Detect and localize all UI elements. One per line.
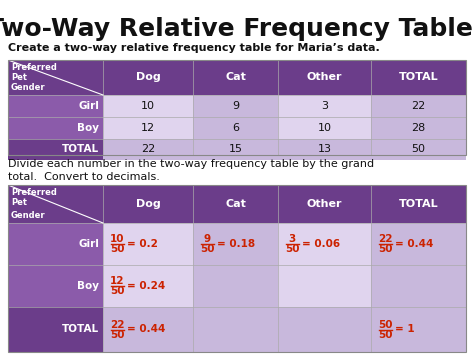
Text: Divide each number in the two-way frequency table by the grand: Divide each number in the two-way freque… — [8, 159, 374, 169]
Text: Dog: Dog — [136, 199, 160, 209]
Bar — [8, 185, 466, 223]
Text: 50: 50 — [378, 245, 392, 255]
Bar — [371, 265, 466, 307]
Text: Cat: Cat — [225, 72, 246, 82]
Bar — [193, 117, 278, 139]
Text: = 0.2: = 0.2 — [127, 239, 158, 249]
Bar — [8, 139, 103, 160]
Bar — [371, 139, 466, 160]
Bar — [371, 95, 466, 117]
Text: 50: 50 — [378, 320, 392, 329]
Text: 10: 10 — [141, 101, 155, 111]
Text: 15: 15 — [228, 144, 243, 154]
Bar — [278, 117, 371, 139]
Bar — [8, 223, 103, 265]
Bar — [278, 139, 371, 160]
Text: 12: 12 — [141, 123, 155, 133]
Text: Dog: Dog — [136, 72, 160, 82]
Bar — [8, 117, 103, 139]
Text: Other: Other — [307, 72, 342, 82]
Text: Preferred
Pet: Preferred Pet — [11, 63, 57, 82]
Text: = 1: = 1 — [395, 324, 415, 334]
Text: 22: 22 — [411, 101, 426, 111]
Bar — [103, 223, 193, 265]
Text: 50: 50 — [110, 245, 124, 255]
Text: Gender: Gender — [11, 211, 46, 220]
Text: 10: 10 — [110, 234, 124, 244]
Text: 50: 50 — [411, 144, 426, 154]
Bar — [278, 223, 371, 265]
Text: 9: 9 — [203, 234, 210, 244]
Text: = 0.18: = 0.18 — [217, 239, 255, 249]
Text: = 0.24: = 0.24 — [127, 281, 165, 291]
Bar — [193, 95, 278, 117]
Bar — [8, 307, 103, 352]
Text: 9: 9 — [232, 101, 239, 111]
Text: Boy: Boy — [77, 123, 99, 133]
Text: Girl: Girl — [78, 101, 99, 111]
Text: 28: 28 — [411, 123, 426, 133]
Bar — [8, 185, 466, 352]
Text: Boy: Boy — [77, 281, 99, 291]
Bar — [193, 265, 278, 307]
Bar — [8, 95, 103, 117]
Text: TOTAL: TOTAL — [399, 199, 438, 209]
Text: Create a two-way relative frequency table for Maria’s data.: Create a two-way relative frequency tabl… — [8, 43, 380, 53]
Text: = 0.44: = 0.44 — [395, 239, 433, 249]
Bar — [371, 117, 466, 139]
Text: TOTAL: TOTAL — [399, 72, 438, 82]
Bar — [278, 265, 371, 307]
Bar — [103, 139, 193, 160]
Text: 50: 50 — [110, 286, 124, 296]
Text: 22: 22 — [141, 144, 155, 154]
Bar — [8, 265, 103, 307]
Text: Cat: Cat — [225, 199, 246, 209]
Bar — [8, 60, 466, 155]
Text: 12: 12 — [110, 276, 124, 286]
Text: 22: 22 — [110, 320, 124, 329]
Text: 50: 50 — [200, 245, 214, 255]
Text: TOTAL: TOTAL — [62, 324, 99, 334]
Text: Two-Way Relative Frequency Tables: Two-Way Relative Frequency Tables — [0, 17, 474, 41]
Bar — [371, 223, 466, 265]
Text: Girl: Girl — [78, 239, 99, 249]
Text: 50: 50 — [285, 245, 299, 255]
Bar — [193, 307, 278, 352]
Bar — [278, 95, 371, 117]
Text: 10: 10 — [318, 123, 331, 133]
Bar — [103, 265, 193, 307]
Text: Gender: Gender — [11, 83, 46, 92]
Text: total.  Convert to decimals.: total. Convert to decimals. — [8, 172, 160, 182]
Text: 13: 13 — [318, 144, 331, 154]
Bar — [278, 307, 371, 352]
Bar — [103, 307, 193, 352]
Bar — [8, 60, 466, 95]
Text: 3: 3 — [288, 234, 296, 244]
Bar — [103, 117, 193, 139]
Text: = 0.44: = 0.44 — [127, 324, 165, 334]
Text: Other: Other — [307, 199, 342, 209]
Bar — [371, 307, 466, 352]
Text: TOTAL: TOTAL — [62, 144, 99, 154]
Text: 3: 3 — [321, 101, 328, 111]
Text: = 0.06: = 0.06 — [302, 239, 340, 249]
Text: 6: 6 — [232, 123, 239, 133]
Text: 50: 50 — [378, 330, 392, 340]
Bar — [193, 139, 278, 160]
Text: 50: 50 — [110, 330, 124, 340]
Text: 22: 22 — [378, 234, 392, 244]
Bar — [193, 223, 278, 265]
Bar — [103, 95, 193, 117]
Text: Preferred
Pet: Preferred Pet — [11, 188, 57, 207]
